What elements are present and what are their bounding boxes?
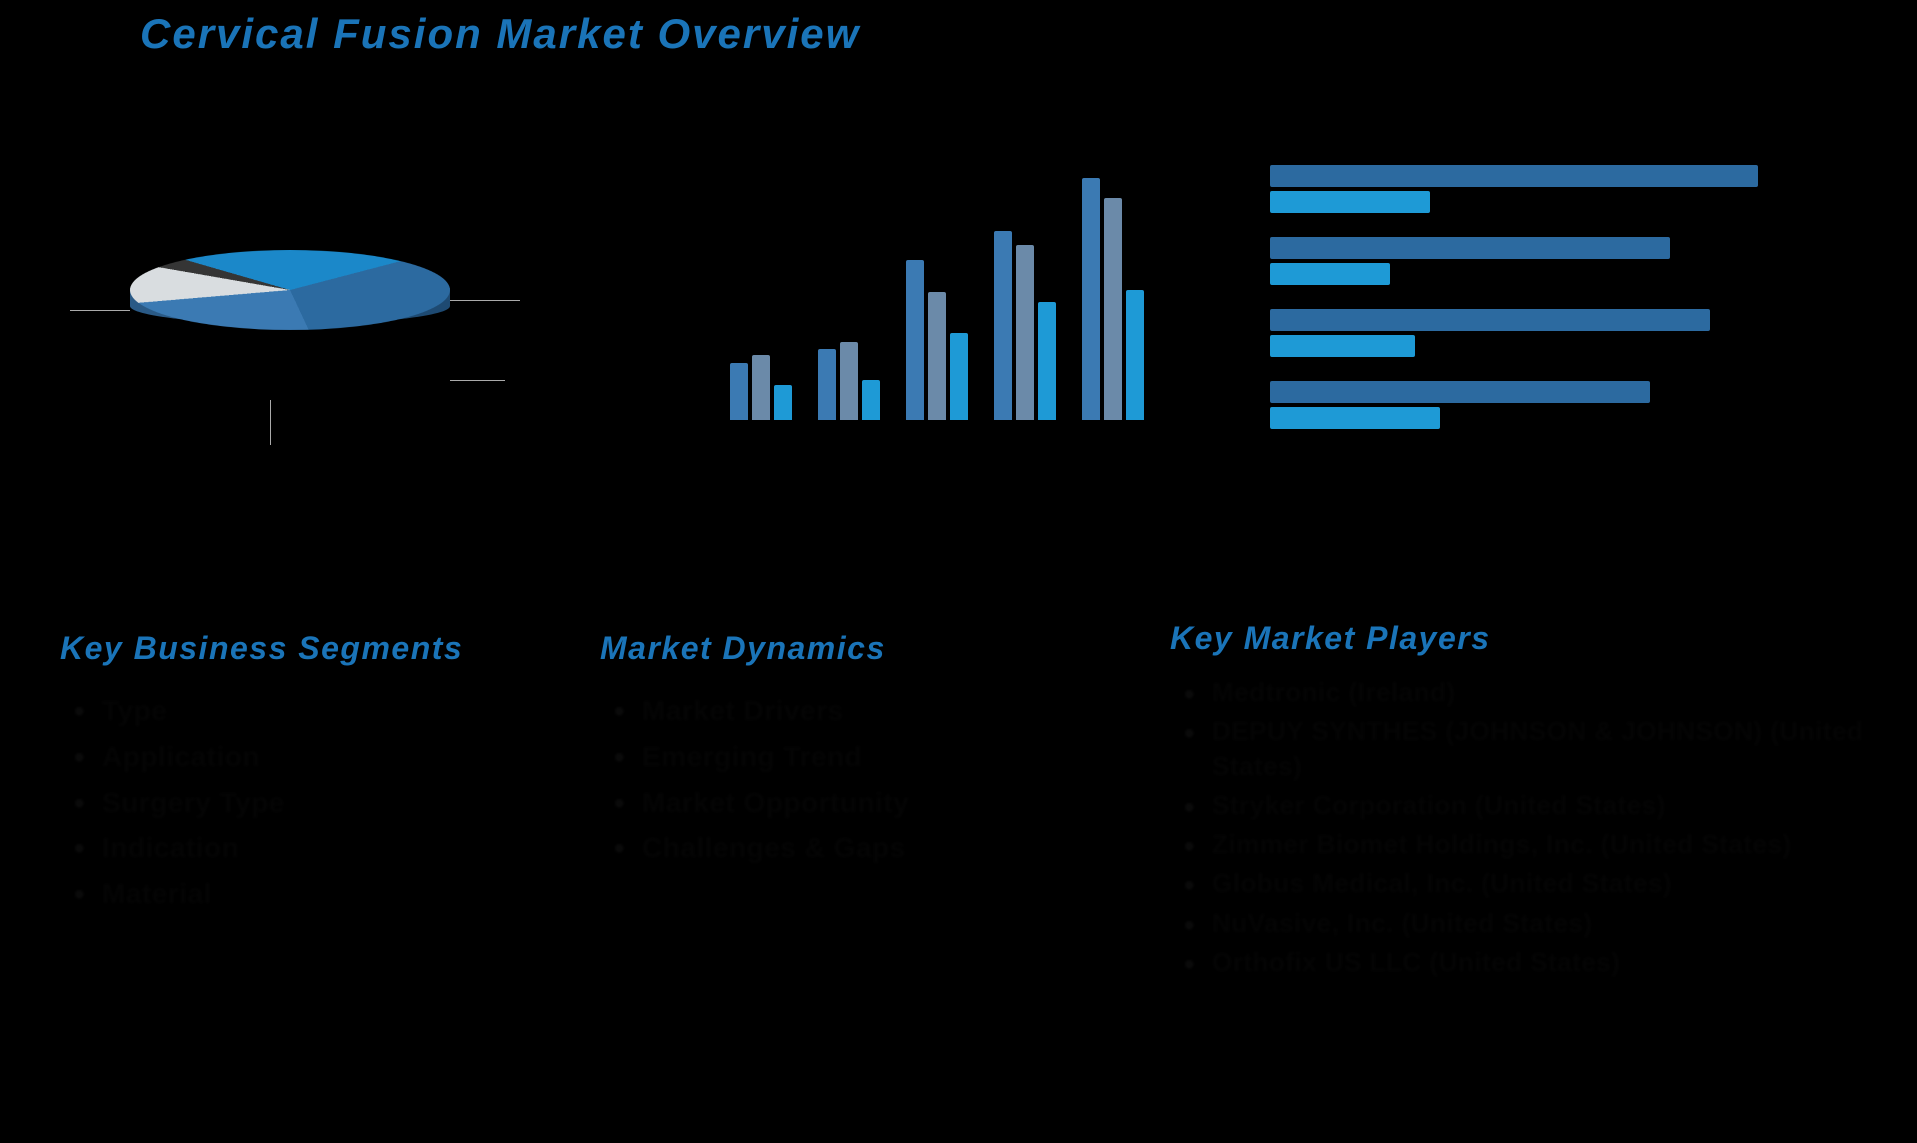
bar-group xyxy=(1082,160,1152,420)
hbar xyxy=(1270,309,1710,331)
bar-chart xyxy=(700,150,1120,470)
hbar-chart xyxy=(1270,165,1790,485)
bar xyxy=(994,231,1012,420)
bar-group xyxy=(730,160,800,420)
hbar-row xyxy=(1270,237,1790,295)
list-item: Globus Medical, Inc. (United States) xyxy=(1170,866,1880,901)
bar xyxy=(752,355,770,420)
hbar-row xyxy=(1270,309,1790,367)
bar xyxy=(928,292,946,420)
bar xyxy=(906,260,924,420)
bar xyxy=(730,363,748,420)
bar xyxy=(1104,198,1122,420)
bar-group xyxy=(906,160,976,420)
section-segments: Key Business Segments Type Application Sur… xyxy=(60,630,560,921)
hbar xyxy=(1270,165,1758,187)
bar xyxy=(1126,290,1144,420)
bar xyxy=(950,333,968,420)
hbar xyxy=(1270,381,1650,403)
pie-leader xyxy=(450,380,505,381)
pie-leader xyxy=(450,300,520,301)
bar xyxy=(1038,302,1056,420)
hbar xyxy=(1270,191,1430,213)
list-item: Challenges & Gaps xyxy=(600,829,1080,867)
players-list: Medtronic (Ireland) DEPUY SYNTHES (JOHNSO… xyxy=(1170,675,1880,980)
list-item: Application xyxy=(60,738,560,776)
bar xyxy=(818,349,836,420)
list-item: Market Opportunity xyxy=(600,784,1080,822)
hbar-row xyxy=(1270,165,1790,223)
bar xyxy=(774,385,792,420)
list-item: Orthofix US LLC (United States) xyxy=(1170,945,1880,980)
list-item: Medtronic (Ireland) xyxy=(1170,675,1880,710)
pie-leader xyxy=(70,310,130,311)
bar xyxy=(1082,178,1100,420)
hbar xyxy=(1270,407,1440,429)
hbar-row xyxy=(1270,381,1790,439)
pie-face xyxy=(130,250,450,330)
hbar xyxy=(1270,335,1415,357)
bar xyxy=(1016,245,1034,420)
section-title: Key Market Players xyxy=(1170,620,1880,657)
pie-leader xyxy=(270,400,271,445)
list-item: Stryker Corporation (United States) xyxy=(1170,788,1880,823)
page-title: Cervical Fusion Market Overview xyxy=(140,10,860,58)
list-item: Market Drivers xyxy=(600,692,1080,730)
bar xyxy=(840,342,858,420)
section-title: Key Business Segments xyxy=(60,630,560,667)
list-item: Material xyxy=(60,875,560,913)
pie-chart xyxy=(80,170,510,470)
dynamics-list: Market Drivers Emerging Trend Market Oppor… xyxy=(600,692,1080,867)
list-item: Emerging Trend xyxy=(600,738,1080,776)
list-item: DEPUY SYNTHES (JOHNSON & JOHNSON) (Unite… xyxy=(1170,714,1880,784)
section-dynamics: Market Dynamics Market Drivers Emerging T… xyxy=(600,630,1080,875)
section-title: Market Dynamics xyxy=(600,630,1080,667)
hbar xyxy=(1270,263,1390,285)
bar xyxy=(862,380,880,420)
list-item: NuVasive, Inc. (United States) xyxy=(1170,906,1880,941)
bar-group xyxy=(994,160,1064,420)
list-item: Indication xyxy=(60,829,560,867)
list-item: Type xyxy=(60,692,560,730)
list-item: Surgery Type xyxy=(60,784,560,822)
bar-plot-area xyxy=(730,160,1110,420)
bar-group xyxy=(818,160,888,420)
segments-list: Type Application Surgery Type Indication Mat… xyxy=(60,692,560,913)
section-players: Key Market Players Medtronic (Ireland) DE… xyxy=(1170,620,1880,984)
list-item: Zimmer Biomet Holdings, Inc. (United Sta… xyxy=(1170,827,1880,862)
hbar xyxy=(1270,237,1670,259)
